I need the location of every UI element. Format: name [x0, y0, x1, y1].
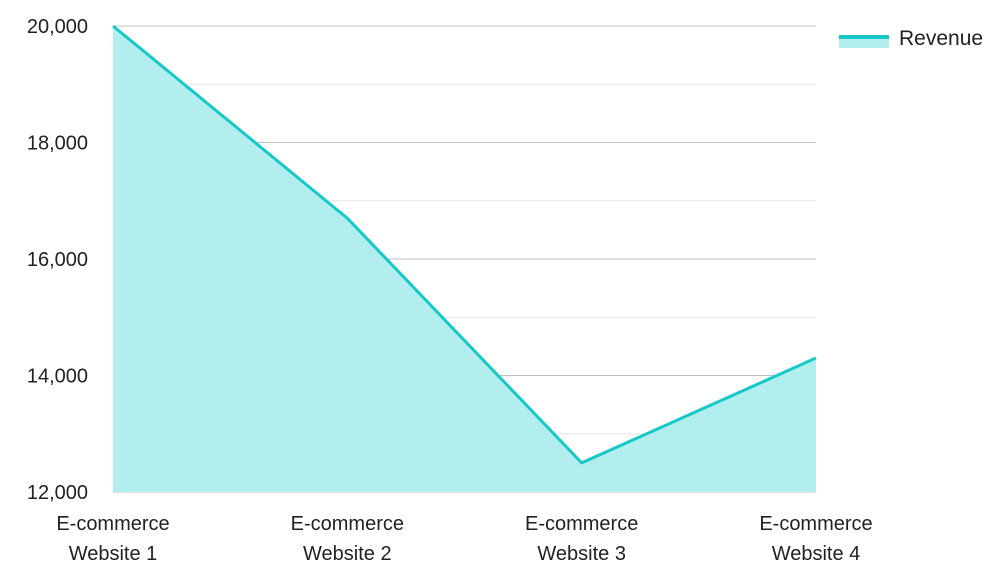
revenue-area-fill	[113, 26, 816, 492]
y-tick-label: 16,000	[27, 249, 88, 271]
data-point-3	[580, 461, 584, 465]
y-tick-label: 18,000	[27, 133, 88, 155]
x-tick-label: E-commerce Website 4	[759, 513, 872, 564]
x-tick-label: E-commerce Website 2	[291, 513, 404, 564]
y-tick-label: 14,000	[27, 366, 88, 388]
x-tick-label: E-commerce Website 1	[56, 513, 169, 564]
data-point-4	[814, 356, 818, 360]
legend-line-revenue	[839, 35, 889, 39]
x-tick-label: E-commerce Website 3	[525, 513, 638, 564]
data-point-1	[111, 24, 115, 28]
legend-label-revenue: Revenue	[899, 27, 983, 50]
y-tick-label: 20,000	[27, 16, 88, 38]
y-tick-label: 12,000	[27, 482, 88, 504]
revenue-series-line	[112, 24, 817, 465]
y-axis-tick-labels: 12,000 14,000 16,000 18,000 20,000	[27, 16, 88, 504]
data-point-2	[345, 216, 349, 220]
x-axis-tick-labels: E-commerce Website 1 E-commerce Website 2 E-…	[56, 513, 872, 564]
legend: Revenue	[839, 27, 983, 50]
